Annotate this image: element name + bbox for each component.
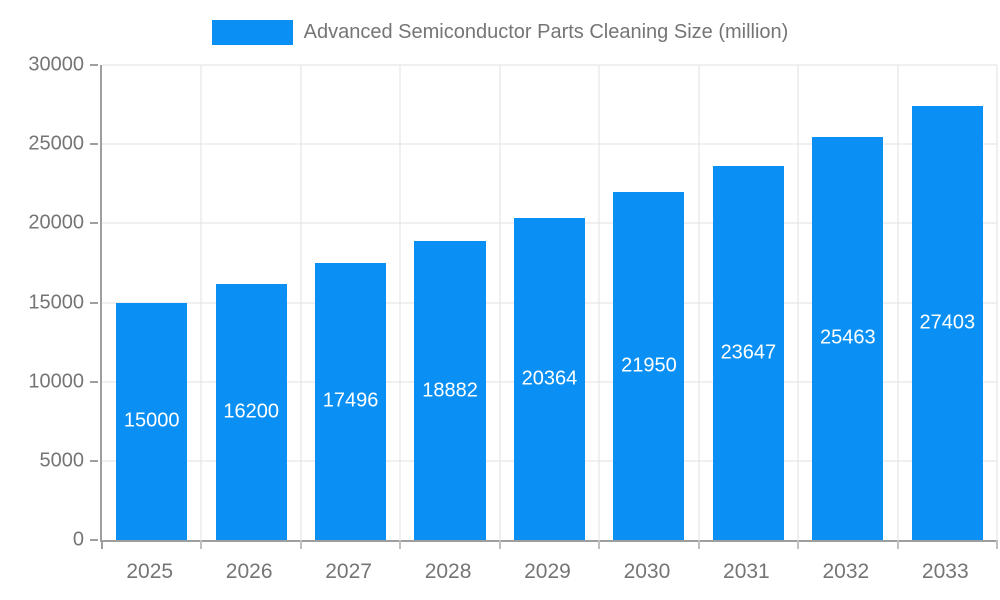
gridline-vertical	[598, 65, 600, 540]
x-category-label: 2027	[325, 560, 372, 583]
x-axis-labels: 2025 2026 2027 2028 2029 2030 2031 2032 2033	[100, 560, 995, 586]
x-category-label: 2033	[921, 560, 969, 583]
bar-value-label: 27403	[919, 311, 976, 334]
legend-swatch	[211, 20, 293, 45]
bar-value-label: 17496	[322, 389, 379, 412]
gridline-horizontal	[102, 143, 997, 145]
y-tick-label: 25000	[28, 132, 84, 155]
x-axis-tick	[697, 540, 700, 549]
x-category-label: 2026	[225, 560, 273, 583]
bar-slot: 16200	[201, 283, 300, 540]
x-axis-tick	[598, 540, 601, 549]
x-axis-tick	[399, 540, 402, 549]
y-axis-tick	[90, 539, 98, 541]
x-category-label: 2025	[126, 560, 174, 583]
x-axis-tick	[797, 540, 800, 549]
x-axis-tick	[498, 540, 501, 549]
y-tick-label: 30000	[28, 53, 84, 76]
y-axis-tick	[90, 301, 98, 304]
legend: Advanced Semiconductor Parts Cleaning Si…	[0, 20, 1000, 45]
x-axis-tick	[996, 540, 998, 549]
gridline-vertical	[897, 65, 899, 540]
bar	[613, 192, 685, 540]
gridline-vertical	[698, 65, 700, 540]
bar-slot: 27403	[898, 106, 997, 540]
x-axis-tick	[896, 540, 899, 549]
bar-slot: 25463	[798, 136, 897, 540]
bar-value-label: 21950	[621, 354, 677, 377]
bar-value-label: 25463	[820, 326, 876, 349]
y-axis-labels: 0 5000 10000 15000 20000 25000 30000	[0, 54, 85, 551]
bar-slot: 15000	[102, 302, 201, 540]
bar-slot: 17496	[301, 262, 400, 540]
bar	[414, 241, 486, 540]
gridline-horizontal	[102, 64, 997, 66]
bar	[513, 217, 586, 540]
gridline-vertical	[200, 65, 202, 540]
y-tick-label: 20000	[28, 211, 84, 234]
bar-slot: 20364	[500, 217, 599, 540]
gridline-vertical	[499, 65, 501, 540]
y-axis-tick	[90, 64, 98, 66]
bar	[116, 302, 188, 540]
gridline-vertical	[399, 65, 401, 540]
bar	[315, 262, 387, 540]
y-tick-label: 0	[72, 528, 84, 551]
x-category-label: 2031	[723, 560, 770, 583]
x-category-label: 2030	[623, 560, 671, 583]
bar-value-label: 16200	[223, 400, 279, 423]
bar	[712, 165, 784, 540]
legend-label: Advanced Semiconductor Parts Cleaning Si…	[303, 21, 789, 43]
gridline-vertical	[996, 65, 998, 540]
x-axis-tick	[200, 540, 203, 549]
gridline-vertical	[797, 65, 799, 540]
gridline-vertical	[300, 65, 302, 540]
bar	[911, 106, 983, 540]
plot-area: 15000 16200 17496 18882 20364 21950 23647 25463…	[90, 64, 998, 549]
bar-value-label: 18882	[422, 379, 478, 402]
y-axis-tick	[90, 222, 98, 225]
bar-value-label: 15000	[123, 409, 180, 432]
y-tick-label: 15000	[28, 291, 84, 313]
y-axis-tick	[90, 459, 98, 462]
bar-slot: 23647	[699, 165, 798, 540]
bar	[812, 136, 884, 540]
bar-slot: 18882	[400, 241, 499, 540]
y-axis-tick	[90, 143, 98, 146]
bar-value-label: 20364	[521, 367, 578, 390]
y-tick-label: 5000	[39, 449, 85, 472]
x-axis-tick	[299, 540, 302, 549]
bar-value-label: 23647	[720, 341, 777, 364]
x-category-label: 2032	[822, 560, 870, 583]
x-axis-tick	[101, 540, 103, 549]
y-tick-label: 10000	[28, 370, 84, 393]
y-axis-tick	[90, 380, 98, 383]
bar-slot: 21950	[599, 192, 698, 540]
bar	[215, 283, 287, 540]
x-category-label: 2028	[424, 560, 472, 583]
x-category-label: 2029	[524, 560, 571, 583]
